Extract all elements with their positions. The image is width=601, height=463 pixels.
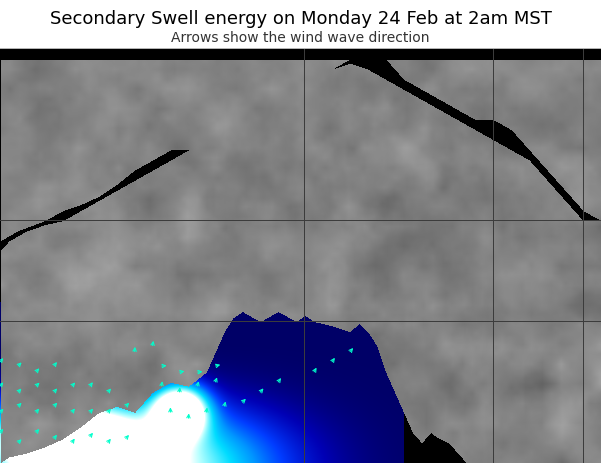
Text: Arrows show the wind wave direction: Arrows show the wind wave direction <box>171 31 430 44</box>
Text: Secondary Swell energy on Monday 24 Feb at 2am MST: Secondary Swell energy on Monday 24 Feb … <box>49 10 552 28</box>
